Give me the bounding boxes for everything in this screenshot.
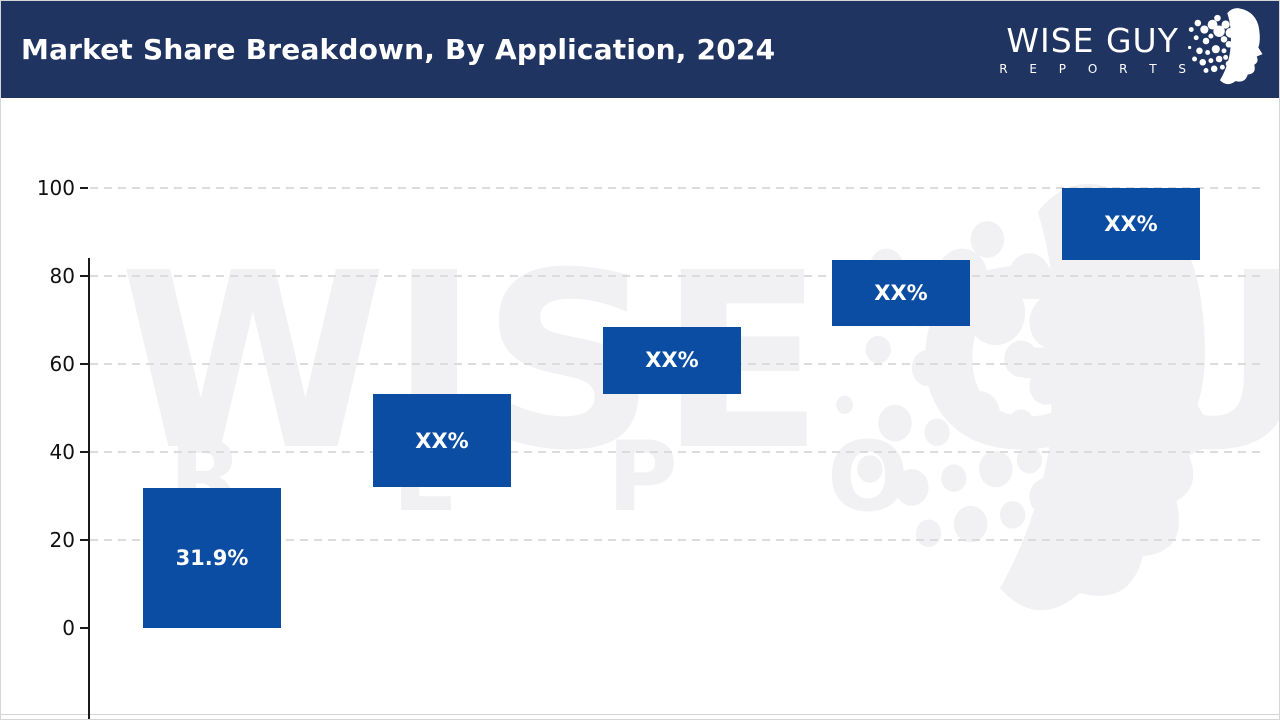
y-tick-mark [80,451,88,453]
header-bar: Market Share Breakdown, By Application, … [1,1,1279,98]
gridline [90,539,1265,541]
waterfall-bar: XX% [603,327,741,394]
waterfall-bar: XX% [1062,188,1200,261]
logo-wordmark: WISE GUY [1006,20,1179,60]
waterfall-bar: 31.9% [143,487,281,628]
bar-value-label: XX% [415,428,469,453]
y-axis-line [88,258,90,719]
y-tick-label: 0 [62,616,75,640]
y-tick-mark [80,363,88,365]
footer-divider [1,714,1279,715]
y-tick-label: 100 [36,176,75,200]
y-tick-label: 60 [49,352,75,376]
logo-text: WISE GUY R E P O R T S [990,24,1195,76]
gridline [90,275,1265,277]
logo-subtitle: R E P O R T S [999,61,1195,76]
waterfall-bar: XX% [832,260,970,327]
gridline [90,187,1265,189]
dotted-face-icon [1188,7,1263,84]
y-tick-label: 40 [49,440,75,464]
bar-value-label: 31.9% [175,545,249,570]
bar-value-label: XX% [1104,212,1158,237]
page-title: Market Share Breakdown, By Application, … [21,33,776,66]
y-tick-mark [80,275,88,277]
y-tick-mark [80,187,88,189]
y-tick-label: 20 [49,528,75,552]
bar-value-label: XX% [874,281,928,306]
y-tick-label: 80 [49,264,75,288]
bar-value-label: XX% [645,348,699,373]
y-tick-mark [80,539,88,541]
gridline [90,451,1265,453]
wise-guy-logo: WISE GUY R E P O R T S [990,5,1279,95]
waterfall-bar: XX% [373,393,511,488]
y-tick-mark [80,627,88,629]
